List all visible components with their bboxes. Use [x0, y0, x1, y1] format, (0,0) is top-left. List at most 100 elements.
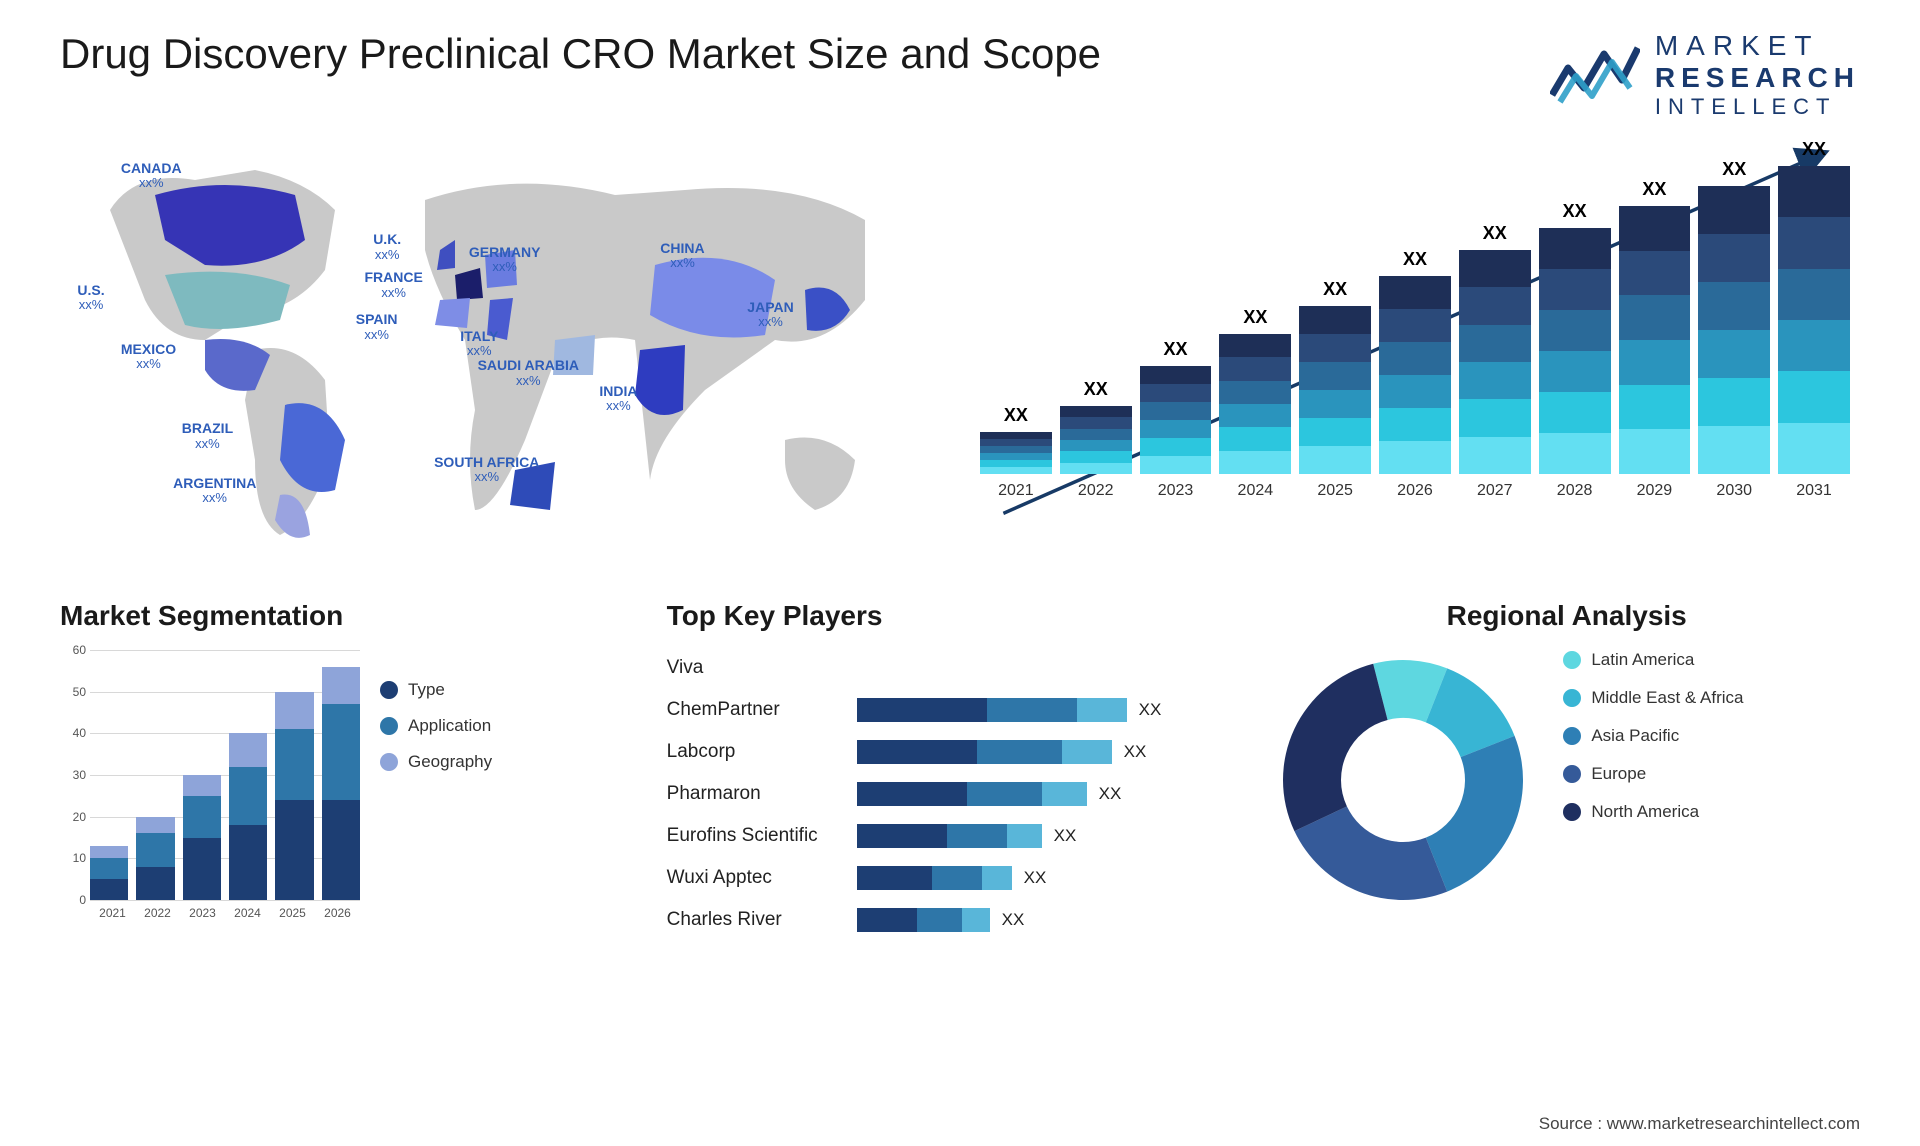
- player-row: Wuxi Apptec XX: [667, 860, 1254, 896]
- player-bar: [857, 824, 1042, 848]
- header: Drug Discovery Preclinical CRO Market Si…: [60, 30, 1860, 120]
- growth-bar: XX 2031: [1778, 139, 1850, 500]
- brand-logo: MARKET RESEARCH INTELLECT: [1550, 30, 1860, 120]
- x-tick: 2021: [90, 900, 135, 930]
- y-tick: 0: [60, 893, 86, 907]
- segmentation-bar: [275, 692, 313, 900]
- growth-bar-label: XX: [1084, 379, 1108, 400]
- player-value: XX: [1024, 868, 1047, 888]
- country-label: SAUDI ARABIAxx%: [478, 358, 579, 388]
- country-label: SOUTH AFRICAxx%: [434, 455, 539, 485]
- growth-year-label: 2029: [1637, 482, 1673, 500]
- player-value: XX: [1124, 742, 1147, 762]
- player-row: Charles River XX: [667, 902, 1254, 938]
- player-name: Wuxi Apptec: [667, 867, 857, 889]
- segmentation-chart: 0102030405060202120222023202420252026: [60, 650, 360, 930]
- segmentation-bar: [136, 817, 174, 900]
- country-label: U.S.xx%: [77, 283, 104, 313]
- regional-title: Regional Analysis: [1273, 600, 1860, 632]
- player-value: XX: [1054, 826, 1077, 846]
- growth-bar: XX2023: [1140, 339, 1212, 500]
- player-value: XX: [1002, 910, 1025, 930]
- legend-item: Geography: [380, 752, 492, 772]
- player-bar: [857, 908, 990, 932]
- player-name: Viva: [667, 657, 857, 679]
- growth-bar-label: XX: [1403, 249, 1427, 270]
- segmentation-bar: [229, 733, 267, 900]
- legend-item: Middle East & Africa: [1563, 688, 1743, 708]
- growth-bar-label: XX: [1004, 405, 1028, 426]
- growth-year-label: 2024: [1238, 482, 1274, 500]
- x-tick: 2026: [315, 900, 360, 930]
- player-name: ChemPartner: [667, 699, 857, 721]
- growth-bar-label: XX: [1802, 139, 1826, 160]
- growth-year-label: 2021: [998, 482, 1034, 500]
- segmentation-bar: [183, 775, 221, 900]
- x-tick: 2022: [135, 900, 180, 930]
- player-row: Viva: [667, 650, 1254, 686]
- growth-year-label: 2025: [1317, 482, 1353, 500]
- player-bar: [857, 782, 1087, 806]
- country-label: FRANCExx%: [365, 270, 423, 300]
- y-tick: 10: [60, 851, 86, 865]
- growth-bar: XX 2028: [1539, 201, 1611, 500]
- growth-bar-label: XX: [1243, 307, 1267, 328]
- key-players-list: Viva ChemPartner XX Labcorp XX Pharmaron XX Eur…: [667, 650, 1254, 938]
- key-players-panel: Top Key Players VivaChemPartnerXXLabcorp…: [667, 600, 1254, 960]
- y-tick: 50: [60, 685, 86, 699]
- growth-year-label: 2027: [1477, 482, 1513, 500]
- player-name: Pharmaron: [667, 783, 857, 805]
- growth-bar-label: XX: [1642, 179, 1666, 200]
- player-name: Labcorp: [667, 741, 857, 763]
- country-label: INDIAxx%: [599, 384, 637, 414]
- donut-slice: [1426, 736, 1523, 892]
- legend-item: Type: [380, 680, 492, 700]
- y-tick: 40: [60, 726, 86, 740]
- growth-year-label: 2031: [1796, 482, 1832, 500]
- growth-bar: XX2030: [1698, 159, 1770, 500]
- growth-bar-label: XX: [1483, 223, 1507, 244]
- player-value: XX: [1099, 784, 1122, 804]
- growth-bar-label: XX: [1563, 201, 1587, 222]
- player-row: ChemPartner XX: [667, 692, 1254, 728]
- segmentation-bar: [322, 667, 360, 900]
- player-name: Charles River: [667, 909, 857, 931]
- page-title: Drug Discovery Preclinical CRO Market Si…: [60, 30, 1101, 78]
- growth-year-label: 2023: [1158, 482, 1194, 500]
- regional-panel: Regional Analysis Latin America Middle Ea…: [1273, 600, 1860, 960]
- growth-bar: XX 2021: [980, 405, 1052, 500]
- player-bar: [857, 866, 1012, 890]
- country-label: BRAZILxx%: [182, 421, 233, 451]
- growth-bar-label: XX: [1323, 279, 1347, 300]
- legend-item: North America: [1563, 802, 1743, 822]
- x-tick: 2023: [180, 900, 225, 930]
- logo-text-2: RESEARCH: [1655, 62, 1860, 94]
- regional-donut-chart: [1273, 650, 1533, 910]
- country-label: GERMANYxx%: [469, 245, 541, 275]
- growth-year-label: 2026: [1397, 482, 1433, 500]
- growth-bar: XX 2029: [1619, 179, 1691, 500]
- player-name: Eurofins Scientific: [667, 825, 857, 847]
- country-label: ARGENTINAxx%: [173, 476, 256, 506]
- growth-bar: XX 2024: [1219, 307, 1291, 500]
- country-label: JAPANxx%: [747, 300, 793, 330]
- regional-legend: Latin America Middle East & Africa Asia Pa…: [1563, 650, 1743, 822]
- legend-item: Latin America: [1563, 650, 1743, 670]
- segmentation-title: Market Segmentation: [60, 600, 647, 632]
- bottom-row: Market Segmentation 01020304050602021202…: [60, 600, 1860, 960]
- legend-item: Europe: [1563, 764, 1743, 784]
- player-bar: [857, 698, 1127, 722]
- x-tick: 2025: [270, 900, 315, 930]
- legend-item: Asia Pacific: [1563, 726, 1743, 746]
- country-label: CHINAxx%: [660, 241, 704, 271]
- growth-bar: XX 2027: [1459, 223, 1531, 500]
- growth-chart: XX2021XX2022XX2023XX2024XX2025XX2026XX20…: [970, 140, 1860, 560]
- segmentation-legend: TypeApplicationGeography: [380, 650, 492, 930]
- growth-year-label: 2022: [1078, 482, 1114, 500]
- country-label: ITALYxx%: [460, 329, 498, 359]
- x-tick: 2024: [225, 900, 270, 930]
- growth-bar: XX 2022: [1060, 379, 1132, 500]
- player-value: XX: [1139, 700, 1162, 720]
- growth-year-label: 2028: [1557, 482, 1593, 500]
- y-tick: 30: [60, 768, 86, 782]
